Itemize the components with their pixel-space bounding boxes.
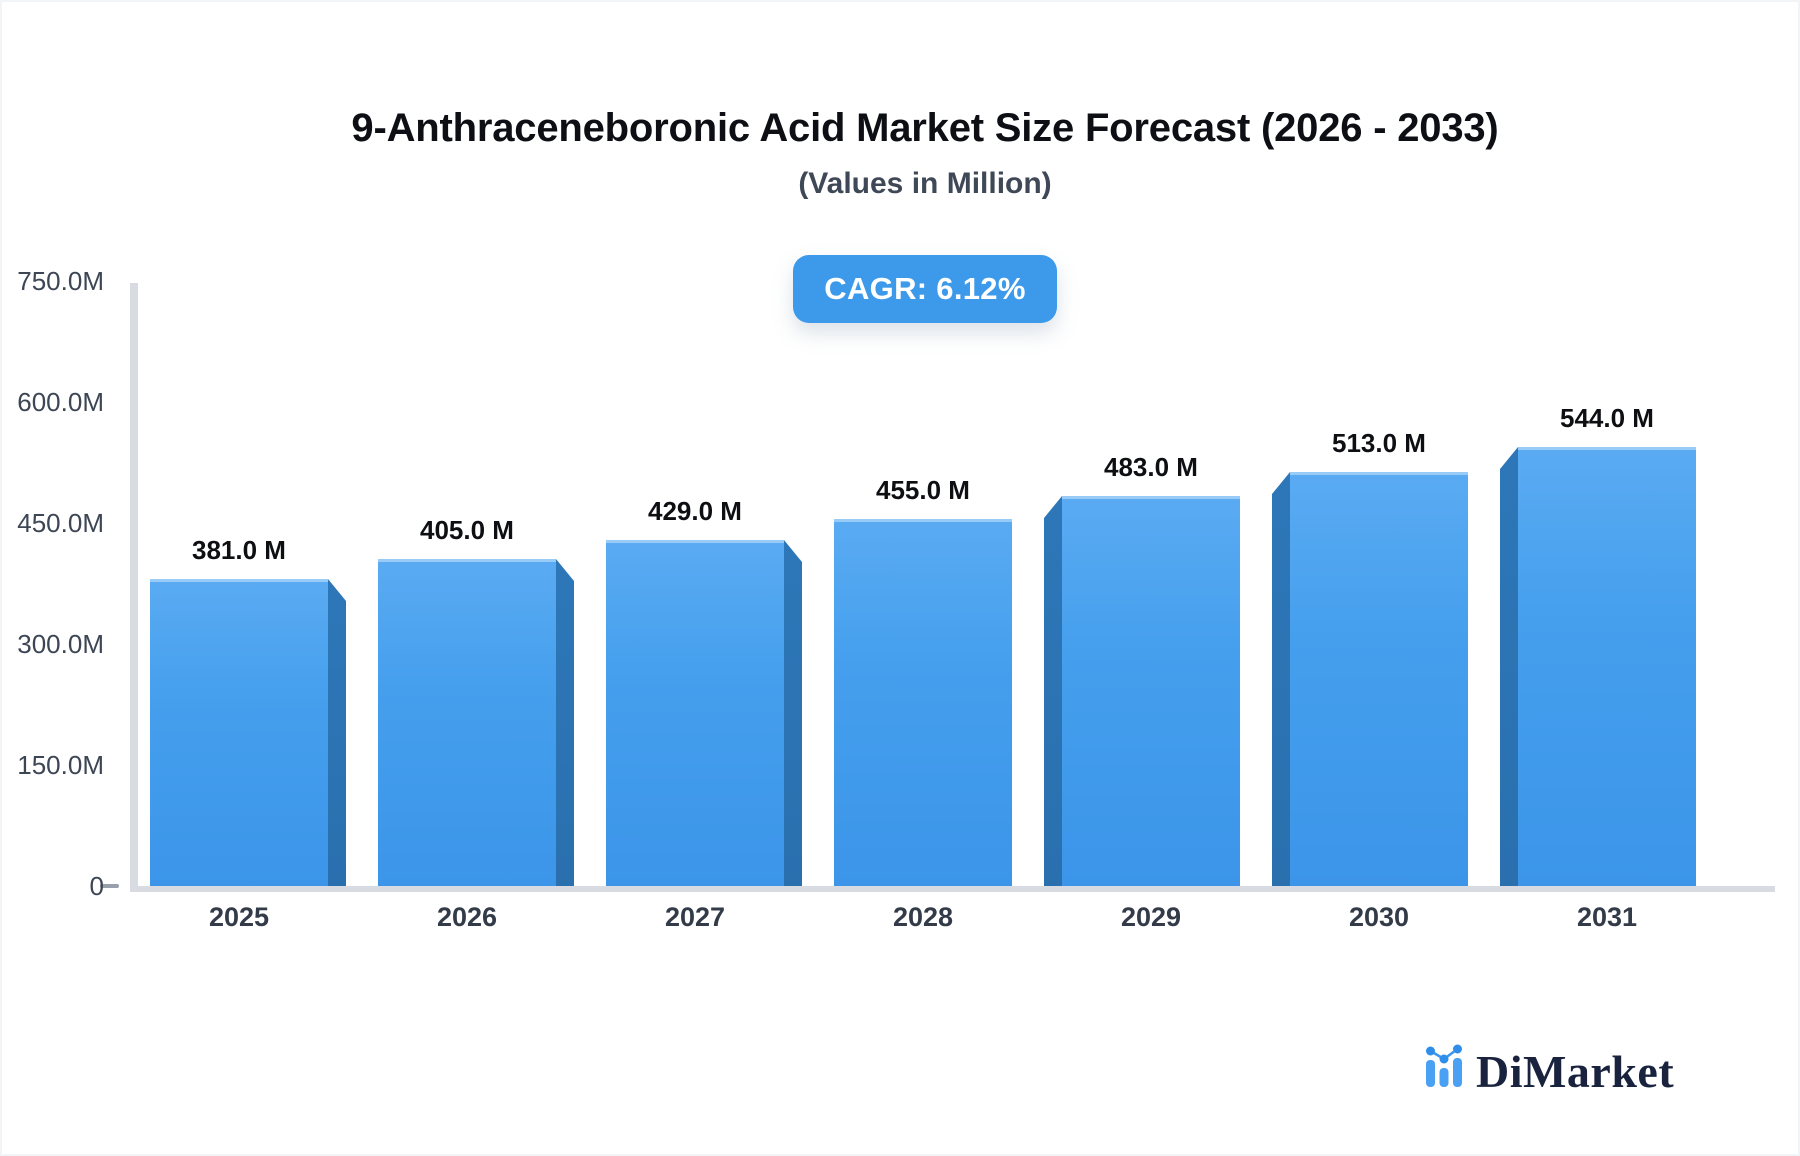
bar-value-label: 455.0 M	[876, 475, 970, 505]
x-axis-label: 2028	[892, 902, 954, 932]
bar-3d-side	[1500, 447, 1518, 886]
x-axis-label: 2029	[1120, 902, 1182, 932]
x-axis-line	[130, 886, 1775, 892]
bar-3d-side	[1272, 472, 1290, 886]
bar-face	[378, 559, 556, 886]
bar-3d-side	[1044, 496, 1062, 886]
y-axis-label: 300.0M	[17, 629, 104, 659]
bar-value-label: 513.0 M	[1332, 428, 1426, 458]
cagr-badge: CAGR: 6.12%	[793, 255, 1057, 323]
bar-value-label: 483.0 M	[1104, 452, 1198, 482]
chart-title: 9-Anthraceneboronic Acid Market Size For…	[351, 106, 1499, 150]
x-axis-label: 2025	[208, 902, 270, 932]
bar-face	[150, 579, 328, 886]
bar-face	[834, 519, 1012, 886]
x-axis-label: 2026	[436, 902, 498, 932]
y-axis-line	[130, 283, 138, 892]
y-axis-label: 0	[89, 871, 104, 901]
bar-face	[606, 540, 784, 886]
bar-value-label: 544.0 M	[1560, 403, 1654, 433]
zero-tick-mark	[100, 884, 119, 888]
brand-name: DiMarket	[1476, 1046, 1675, 1097]
x-axis-label: 2027	[664, 902, 726, 932]
bar-face	[1290, 472, 1468, 886]
x-axis-label: 2031	[1576, 902, 1638, 932]
bar-3d-side	[556, 559, 574, 886]
bar-3d-side	[328, 579, 346, 886]
y-axis-label: 150.0M	[17, 750, 104, 780]
chart-subtitle: (Values in Million)	[798, 167, 1052, 200]
bar-3d-side	[784, 540, 802, 886]
x-axis-label: 2030	[1348, 902, 1410, 932]
bar-value-label: 405.0 M	[420, 515, 514, 545]
bar-value-label: 381.0 M	[192, 535, 286, 565]
y-axis-label: 450.0M	[17, 508, 104, 538]
bar-value-label: 429.0 M	[648, 496, 742, 526]
brand-logo: DiMarket	[1424, 1043, 1704, 1095]
y-axis-label: 750.0M	[17, 266, 104, 296]
bar-face	[1062, 496, 1240, 886]
y-axis-label: 600.0M	[17, 387, 104, 417]
mini-bar-line-chart-icon	[1426, 1044, 1462, 1087]
bar-face	[1518, 447, 1696, 886]
